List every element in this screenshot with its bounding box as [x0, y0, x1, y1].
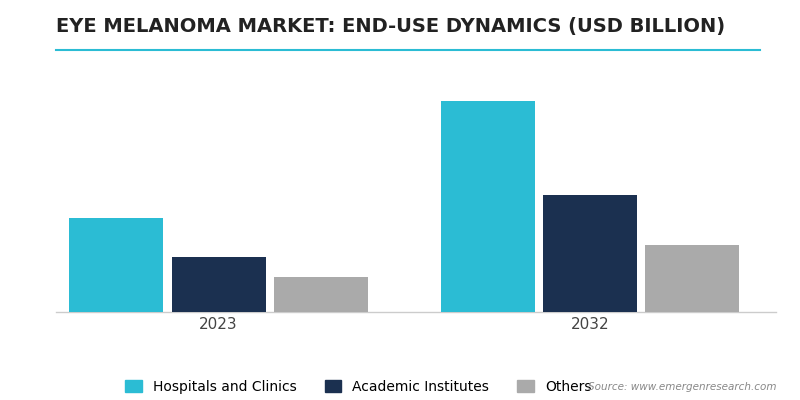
Bar — [274, 277, 368, 312]
Bar — [646, 245, 739, 312]
Bar — [441, 101, 535, 312]
Bar — [70, 218, 163, 312]
Text: Source: www.emergenresearch.com: Source: www.emergenresearch.com — [587, 382, 776, 392]
Bar — [543, 196, 638, 312]
Bar — [171, 258, 266, 312]
Text: EYE MELANOMA MARKET: END-USE DYNAMICS (USD BILLION): EYE MELANOMA MARKET: END-USE DYNAMICS (U… — [56, 17, 725, 36]
Legend: Hospitals and Clinics, Academic Institutes, Others: Hospitals and Clinics, Academic Institut… — [120, 374, 597, 399]
